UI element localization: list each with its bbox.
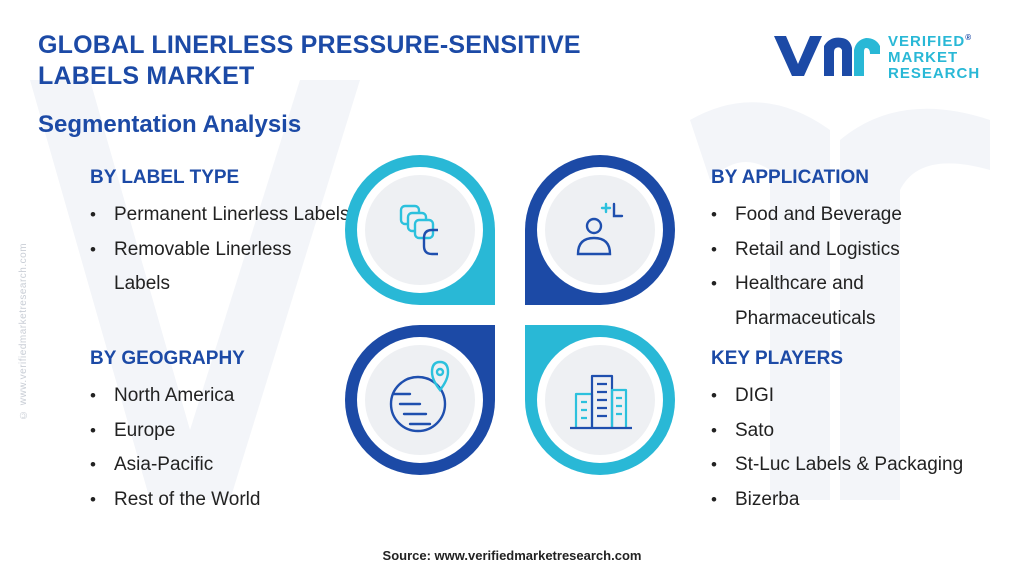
list-item: Food and Beverage	[711, 198, 1011, 233]
section-heading: BY LABEL TYPE	[90, 167, 240, 188]
segmentation-graphic	[345, 155, 675, 475]
section-geography: BY GEOGRAPHY North America Europe Asia-P…	[90, 347, 350, 517]
list-item: Permanent Linerless Labels	[90, 198, 350, 233]
list-item: Removable Linerless Labels	[90, 233, 350, 302]
globe-location-icon	[389, 360, 450, 433]
list-item: DIGI	[711, 379, 1011, 414]
side-watermark-url: © www.verifiedmarketresearch.com	[18, 242, 29, 420]
person-target-icon	[576, 202, 624, 256]
label-type-list: Permanent Linerless Labels Removable Lin…	[90, 198, 350, 302]
list-item: Europe	[90, 414, 350, 449]
key-players-list: DIGI Sato St-Luc Labels & Packaging Bize…	[711, 379, 1011, 517]
list-item: Sato	[711, 414, 1011, 449]
logo-line-research: RESEARCH	[888, 65, 981, 82]
quadrant-bottom-left	[345, 325, 495, 475]
list-item: Healthcare and Pharmaceuticals	[711, 267, 921, 336]
logo-line-market: MARKET	[888, 49, 959, 66]
vmr-logo-mark	[774, 36, 880, 76]
source-footer: Source: www.verifiedmarketresearch.com	[382, 548, 642, 563]
list-item: North America	[90, 379, 350, 414]
section-heading: BY APPLICATION	[711, 167, 869, 188]
page-subtitle: Segmentation Analysis	[38, 111, 302, 138]
section-heading: BY GEOGRAPHY	[90, 348, 245, 369]
page-title: GLOBAL LINERLESS PRESSURE-SENSITIVE LABE…	[38, 31, 581, 90]
section-heading: KEY PLAYERS	[711, 348, 843, 369]
city-buildings-icon	[570, 374, 632, 430]
section-application: BY APPLICATION Food and Beverage Retail …	[711, 166, 1011, 336]
geography-list: North America Europe Asia-Pacific Rest o…	[90, 379, 350, 517]
list-item: Asia-Pacific	[90, 448, 350, 483]
section-key-players: KEY PLAYERS DIGI Sato St-Luc Labels & Pa…	[711, 347, 1011, 517]
list-item: St-Luc Labels & Packaging	[711, 448, 1011, 483]
list-item: Bizerba	[711, 483, 1011, 518]
logo-wordmark: VERIFIED® MARKET RESEARCH	[888, 30, 980, 82]
application-list: Food and Beverage Retail and Logistics H…	[711, 198, 1011, 336]
list-item: Retail and Logistics	[711, 233, 1011, 268]
label-stack-icon	[399, 204, 438, 256]
section-label-type: BY LABEL TYPE Permanent Linerless Labels…	[90, 166, 350, 302]
logo-line-verified: VERIFIED®	[888, 33, 973, 50]
list-item: Rest of the World	[90, 483, 350, 518]
